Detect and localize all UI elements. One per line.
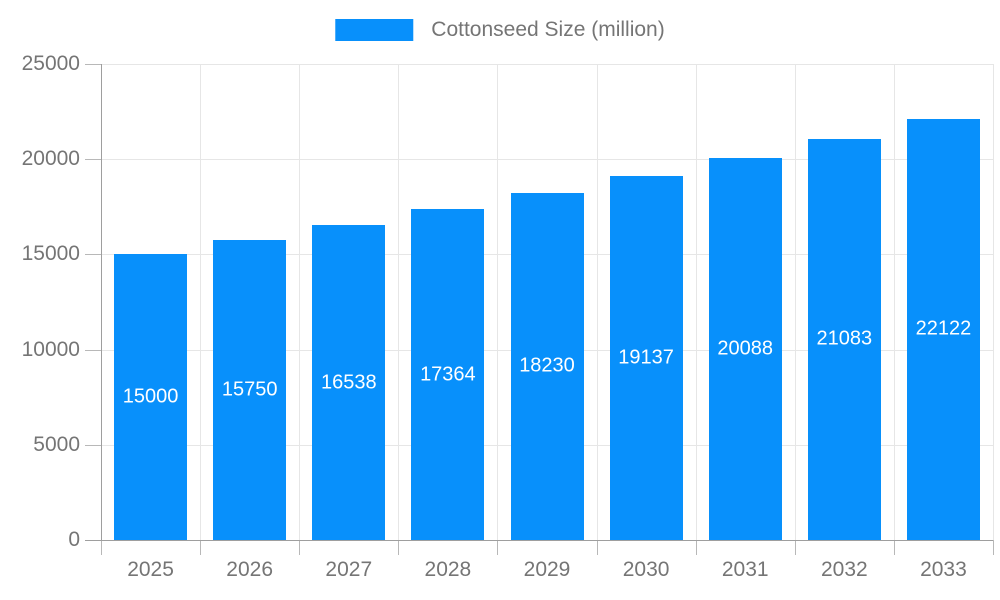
x-tick-label: 2027 [325, 558, 373, 581]
x-axis-tick [596, 540, 598, 555]
y-tick-label: 25000 [21, 52, 80, 75]
bar-value-label: 20088 [717, 337, 774, 360]
bar-2031[interactable]: 20088 [708, 157, 782, 540]
y-tick-label: 10000 [21, 337, 80, 361]
x-axis-line [85, 540, 993, 541]
bar-2033[interactable]: 22122 [906, 118, 980, 540]
gridline-horizontal [101, 159, 993, 161]
gridline-horizontal [101, 64, 993, 65]
bar-value-label: 21083 [816, 327, 873, 350]
x-tick-label: 2032 [820, 558, 868, 581]
x-tick-label: 2026 [226, 558, 274, 581]
x-axis-tick [101, 540, 102, 555]
bar-2029[interactable]: 18230 [510, 192, 584, 540]
bar-value-label: 16538 [320, 371, 377, 394]
x-tick-label: 2033 [920, 558, 967, 581]
x-axis-tick [299, 540, 301, 555]
gridline-vertical [993, 64, 994, 540]
x-axis-tick [398, 540, 400, 555]
legend-label: Cottonseed Size (million) [431, 18, 665, 41]
y-tick-label: 20000 [21, 147, 80, 171]
bar-2026[interactable]: 15750 [213, 240, 287, 540]
y-axis-line [101, 64, 102, 541]
y-tick-label: 0 [68, 528, 80, 551]
x-tick-label: 2028 [424, 558, 472, 581]
gridline-vertical [497, 64, 499, 540]
y-axis-tick [85, 349, 101, 351]
x-tick-label: 2031 [721, 558, 769, 581]
y-axis-tick [85, 64, 101, 65]
x-axis-tick [794, 540, 796, 555]
x-tick-label: 2030 [622, 558, 670, 581]
y-axis-tick [85, 444, 101, 446]
gridline-vertical [299, 64, 301, 540]
bar-2030[interactable]: 19137 [609, 175, 683, 540]
bar-value-label: 19137 [618, 346, 674, 369]
bar-2028[interactable]: 17364 [411, 209, 485, 540]
bar-value-label: 22122 [915, 317, 972, 340]
gridline-vertical [398, 64, 400, 540]
gridline-vertical [695, 64, 697, 540]
legend-swatch [335, 19, 414, 41]
y-axis-tick [85, 254, 101, 256]
bar-value-label: 18230 [519, 354, 575, 377]
legend-item[interactable]: Cottonseed Size (million) [335, 18, 665, 42]
x-axis-tick [200, 540, 202, 555]
y-tick-label: 15000 [21, 242, 80, 266]
bar-value-label: 17364 [420, 363, 476, 386]
bar-2025[interactable]: 15000 [114, 254, 188, 540]
x-axis-tick [993, 540, 994, 555]
gridline-vertical [200, 64, 202, 540]
x-axis-tick [497, 540, 499, 555]
gridline-vertical [893, 64, 895, 540]
bar-2027[interactable]: 16538 [312, 225, 386, 540]
x-tick-label: 2029 [523, 558, 571, 581]
x-axis-tick [893, 540, 895, 555]
gridline-vertical [596, 64, 598, 540]
y-axis-tick [85, 159, 101, 161]
y-tick-label: 5000 [33, 432, 80, 456]
x-tick-label: 2025 [127, 558, 174, 581]
bar-value-label: 15750 [221, 378, 278, 401]
gridline-vertical [794, 64, 796, 540]
bar-2032[interactable]: 21083 [807, 138, 881, 540]
x-axis-tick [695, 540, 697, 555]
bar-value-label: 15000 [122, 385, 179, 408]
